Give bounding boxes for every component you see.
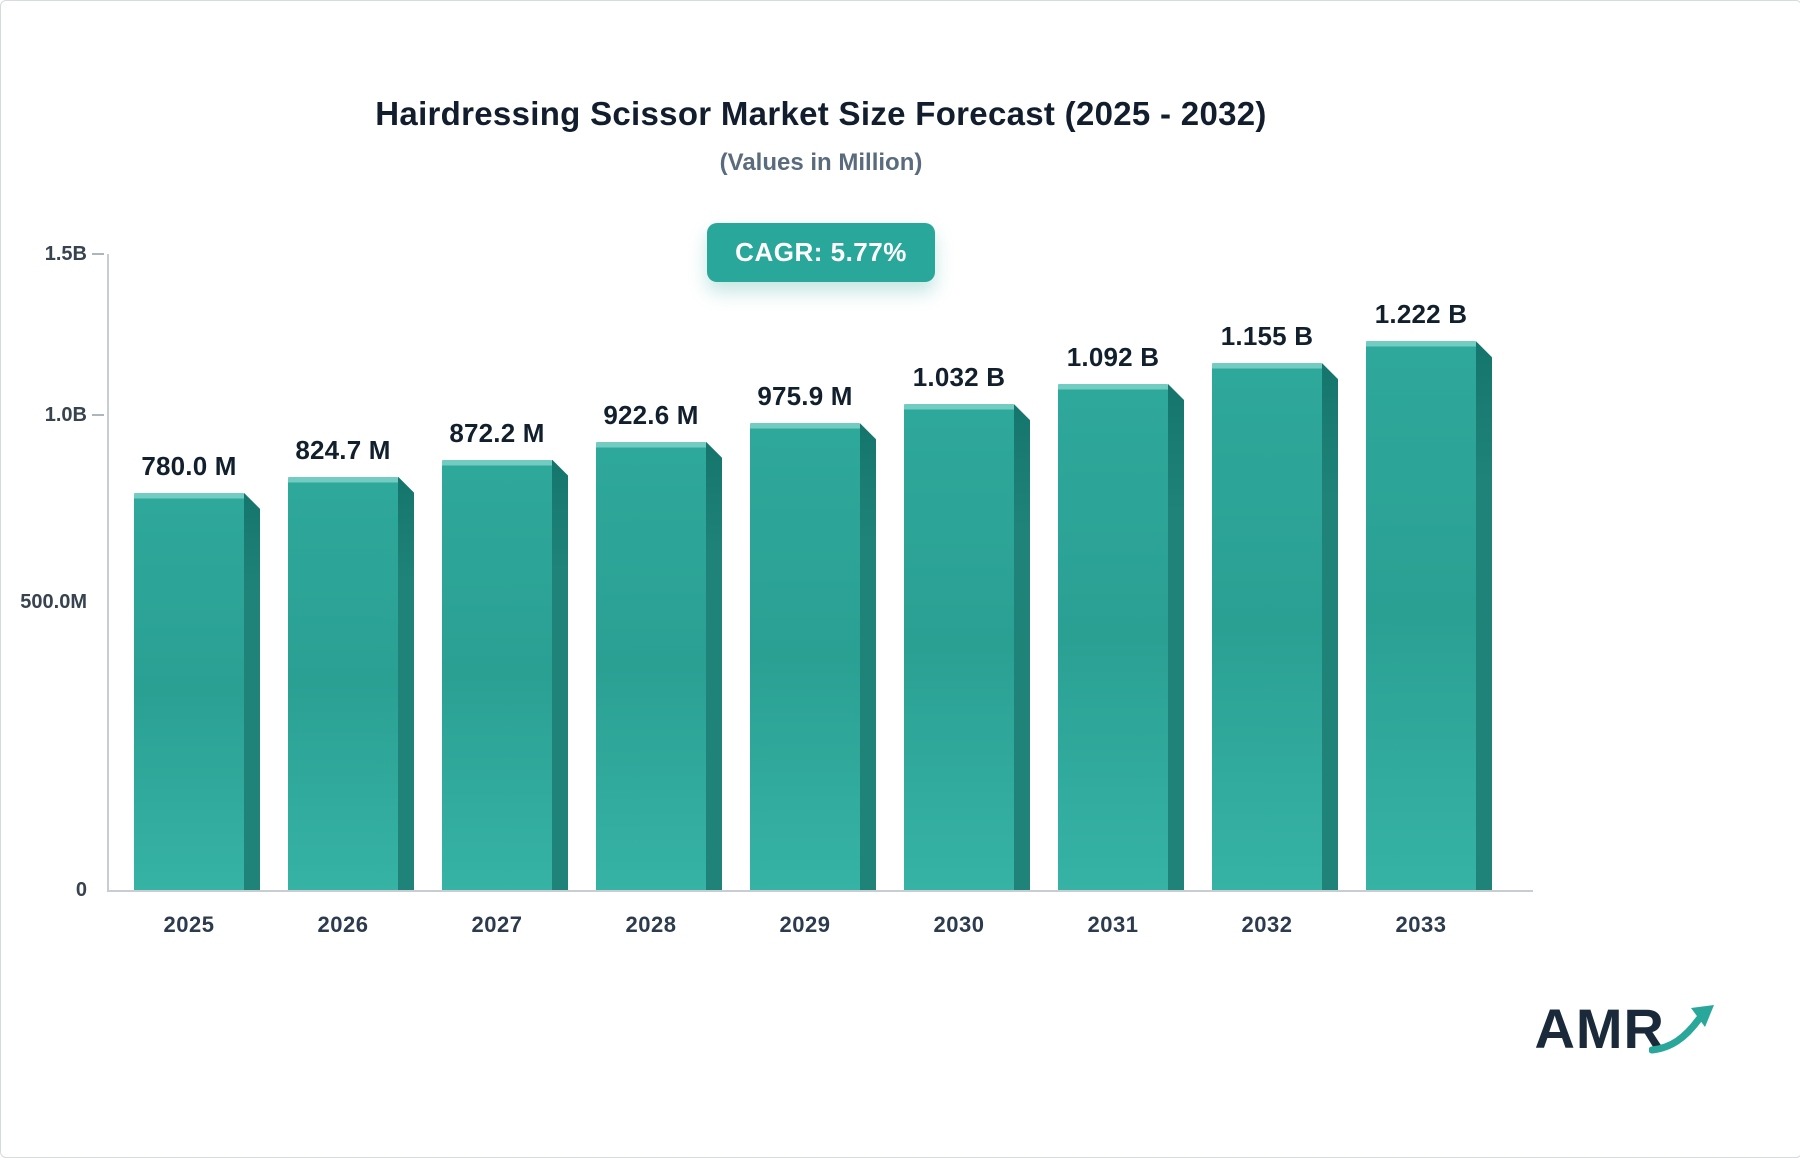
bar-value-label: 1.155 B [1220, 321, 1314, 352]
bar-side-face [1168, 383, 1184, 890]
bar-side-face [860, 423, 876, 890]
cagr-badge-row: CAGR: 5.77% [1, 223, 1641, 282]
bar-value-label: 1.222 B [1374, 299, 1468, 330]
bar [750, 423, 860, 890]
chart-subtitle: (Values in Million) [719, 149, 923, 176]
chart-title: Hairdressing Scissor Market Size Forecas… [375, 95, 1267, 132]
bar-value-label: 780.0 M [141, 450, 237, 481]
bar [288, 476, 398, 890]
x-axis-tick-label: 2025 [163, 912, 215, 937]
amr-logo: AMR [1534, 1001, 1715, 1057]
x-axis-line [107, 890, 1533, 892]
x-axis-tick-label: 2029 [779, 912, 831, 937]
bar-value-label: 975.9 M [757, 381, 853, 412]
bar-side-face [1476, 341, 1492, 890]
x-axis-tick-label: 2030 [933, 912, 985, 937]
x-axis-tick-label: 2028 [625, 912, 677, 937]
y-axis-line [107, 254, 109, 890]
x-axis-tick-label: 2032 [1241, 912, 1293, 937]
bar-side-face [1322, 363, 1338, 890]
x-axis-tick-label: 2027 [471, 912, 523, 937]
bar-side-face [706, 441, 722, 890]
bar-side-face [398, 476, 414, 890]
bar-side-face [244, 492, 260, 890]
bar [134, 492, 244, 890]
bar-value-label: 1.092 B [1066, 341, 1160, 372]
x-axis-tick-label: 2033 [1395, 912, 1447, 937]
y-axis-tick-label: 1.5B [44, 243, 87, 265]
y-axis-tick-label: 500.0M [20, 590, 87, 613]
logo-arrow-icon [1649, 1005, 1714, 1054]
bar [1366, 341, 1476, 890]
bar-value-label: 872.2 M [449, 417, 545, 448]
bar [1212, 363, 1322, 890]
bar [904, 404, 1014, 890]
y-axis-tick-label: 0 [75, 879, 87, 901]
y-axis-tick-mark [92, 414, 104, 417]
y-axis-tick-label: 1.0B [44, 404, 87, 427]
bar [442, 459, 552, 890]
bar [1058, 383, 1168, 890]
bar [596, 441, 706, 890]
bar-value-label: 922.6 M [603, 399, 699, 430]
x-axis-tick-label: 2026 [317, 912, 369, 937]
bar-side-face [552, 459, 568, 890]
x-axis-tick-label: 2031 [1087, 912, 1139, 937]
y-axis-tick-mark [92, 253, 104, 255]
bar-value-label: 824.7 M [295, 434, 391, 465]
amr-logo-text: AMR [1534, 997, 1665, 1060]
cagr-badge: CAGR: 5.77% [707, 223, 935, 282]
bar-value-label: 1.032 B [912, 362, 1006, 393]
bar-side-face [1014, 404, 1030, 890]
